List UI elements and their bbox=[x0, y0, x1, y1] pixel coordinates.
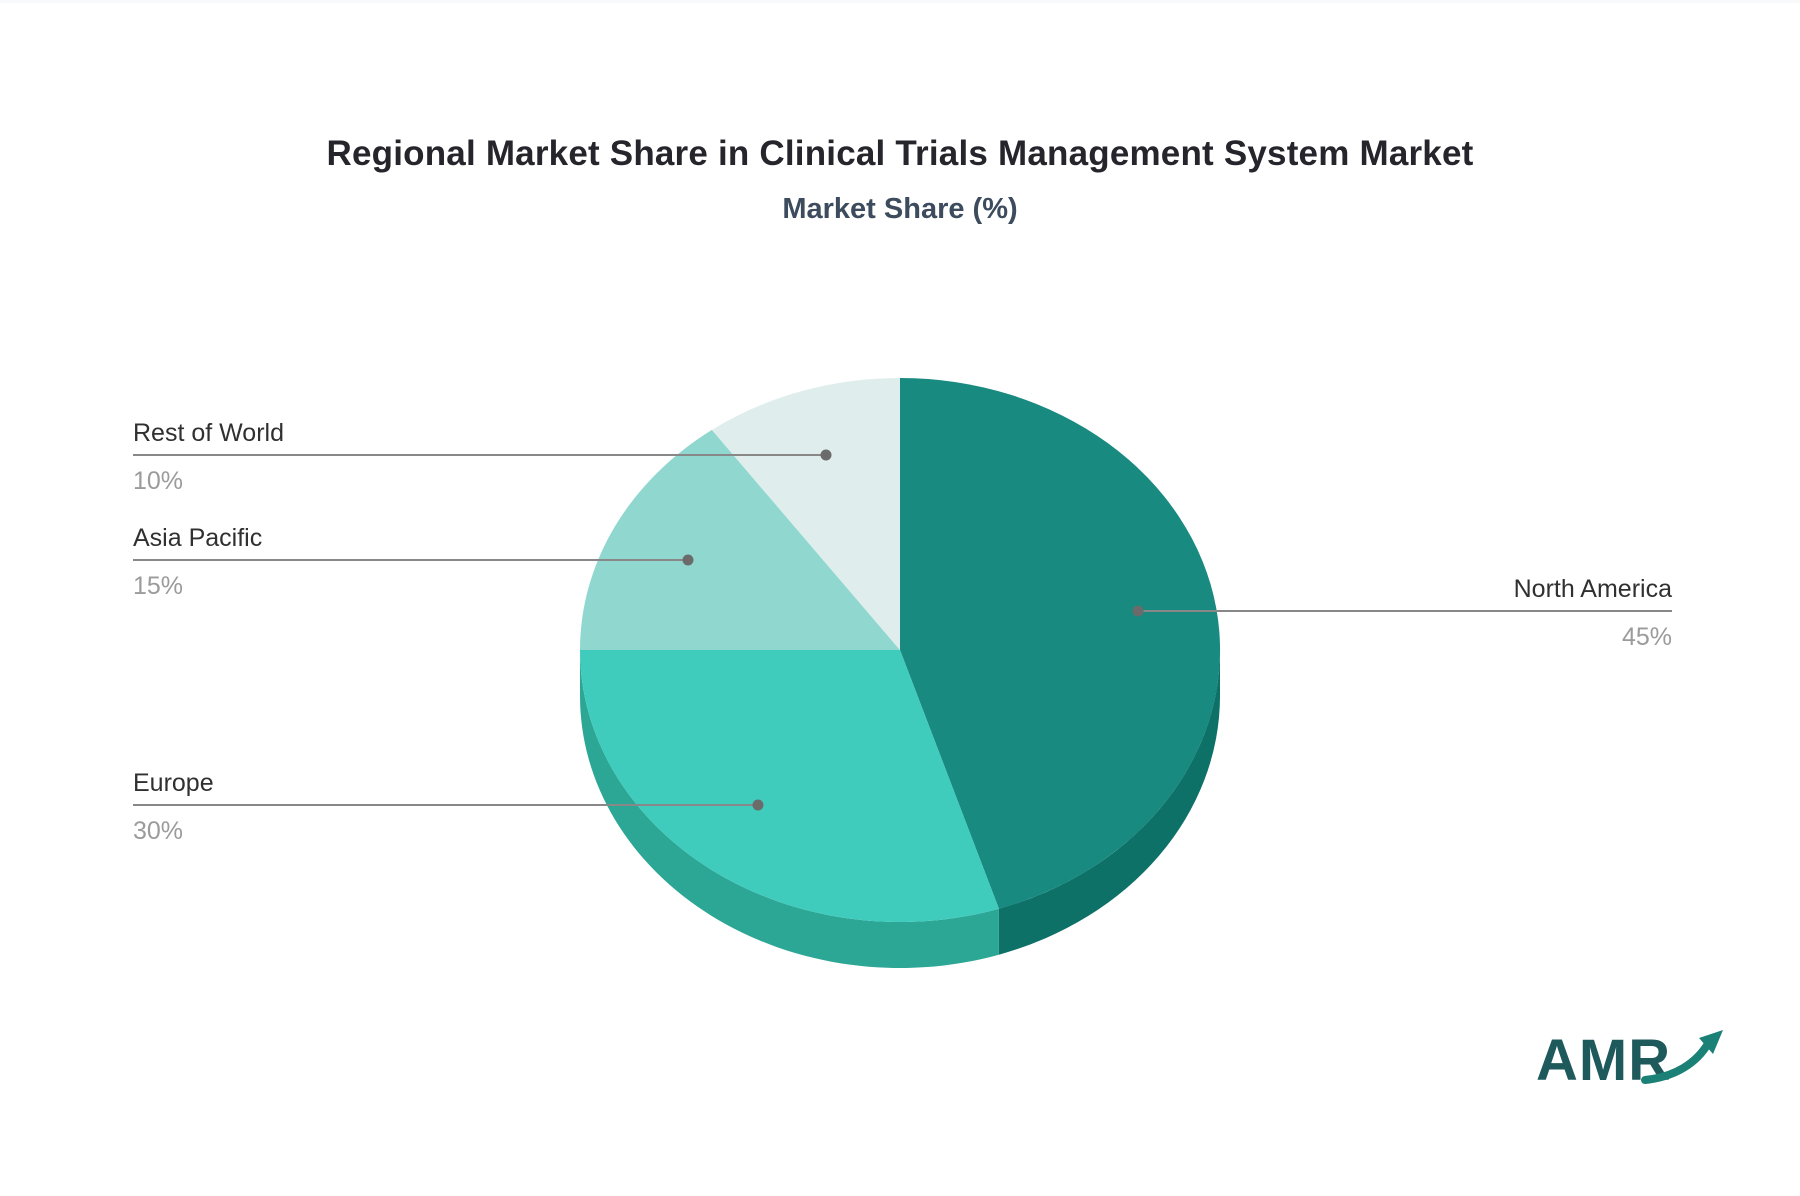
pie-slice-north-america[interactable] bbox=[900, 378, 1221, 909]
label-north-america: North America bbox=[1514, 574, 1672, 604]
pie-slice-side-north-america bbox=[998, 650, 1221, 955]
chart-title: Regional Market Share in Clinical Trials… bbox=[326, 134, 1474, 173]
value-asia-pacific-text: 15% bbox=[133, 572, 184, 600]
leader-dot-north-america bbox=[1132, 605, 1144, 617]
pie-slice-rest-of-world[interactable] bbox=[711, 377, 900, 650]
value-north-america: 45% bbox=[1622, 622, 1672, 652]
value-rest-of-world: 10% bbox=[133, 466, 183, 496]
amr-logo: AMR bbox=[1536, 1030, 1746, 1102]
label-rest-of-world: Rest of World bbox=[133, 418, 284, 448]
label-asia-pacific-name: Asia Pacific bbox=[133, 524, 263, 552]
leader-dot-europe bbox=[752, 799, 764, 811]
label-europe: Europe bbox=[133, 768, 214, 798]
pie-slice-europe[interactable] bbox=[580, 650, 999, 923]
value-europe-text: 30% bbox=[133, 817, 184, 845]
label-north-america-name: North America bbox=[1513, 575, 1672, 603]
label-europe-name: Europe bbox=[133, 769, 214, 797]
value-rest-of-world-text: 10% bbox=[133, 467, 184, 495]
value-north-america-text: 45% bbox=[1621, 623, 1672, 651]
leader-dot-rest-of-world bbox=[820, 449, 832, 461]
value-europe: 30% bbox=[133, 816, 183, 846]
pie-slice-asia-pacific[interactable] bbox=[580, 429, 900, 650]
leader-dot-asia-pacific bbox=[682, 554, 694, 566]
label-asia-pacific: Asia Pacific bbox=[133, 523, 262, 553]
pie-slice-side-europe bbox=[580, 650, 999, 969]
value-asia-pacific: 15% bbox=[133, 571, 183, 601]
chart-subtitle: Market Share (%) bbox=[782, 193, 1018, 225]
top-edge-divider bbox=[0, 0, 1800, 3]
amr-logo-arrow-icon bbox=[1641, 1030, 1723, 1084]
label-rest-of-world-name: Rest of World bbox=[133, 419, 284, 447]
